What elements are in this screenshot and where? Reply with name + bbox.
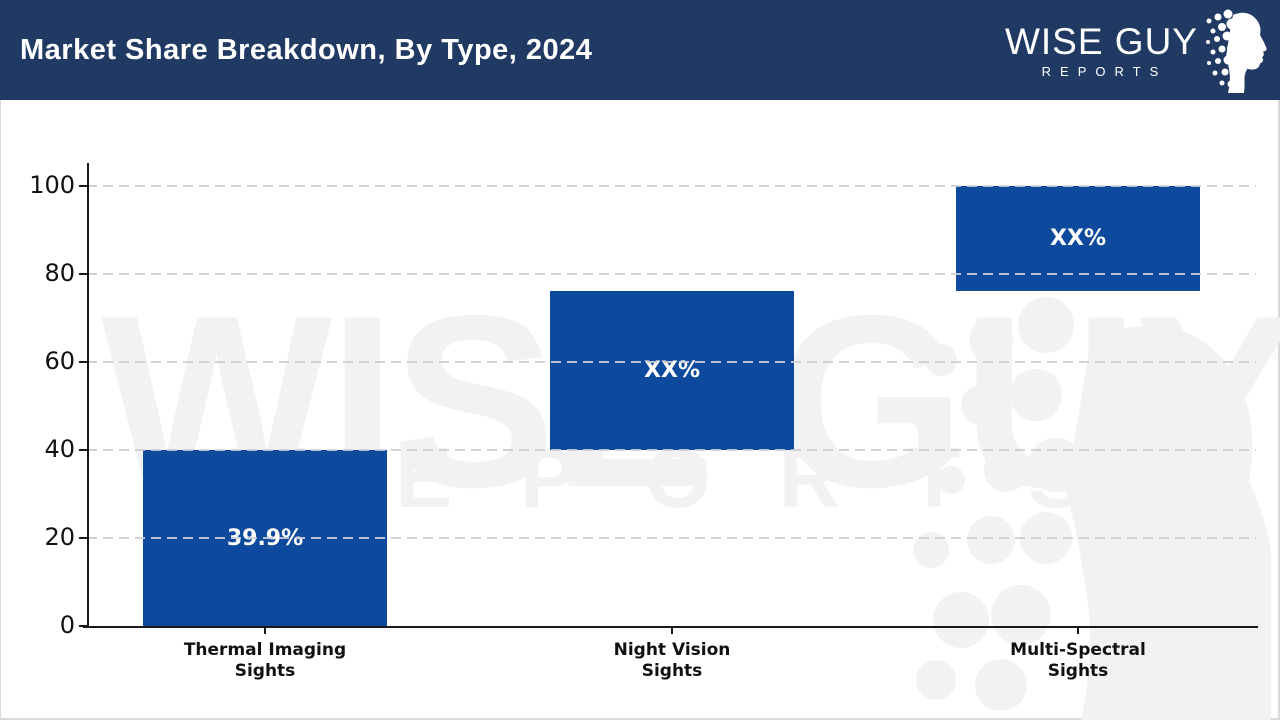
category-line2: Sights: [1047, 661, 1109, 681]
category-label: Multi-Spectral Sights: [948, 640, 1208, 682]
x-tick: [671, 628, 673, 634]
y-tick-label: 0: [59, 611, 75, 639]
y-tick: [79, 273, 87, 275]
category-line1: Night Vision: [613, 640, 731, 660]
bar-night-vision: XX%: [550, 291, 794, 451]
gridline-20: [87, 537, 1256, 539]
gridline-60: [87, 361, 1256, 363]
watermark-head-icon: [913, 297, 1271, 720]
category-label: Night Vision Sights: [542, 640, 802, 682]
logo-text: WISE GUY REPORTS: [1004, 20, 1198, 79]
category-label: Thermal Imaging Sights: [135, 640, 395, 682]
y-tick: [79, 185, 87, 187]
gridline-40: [87, 449, 1256, 451]
bar-multi-spectral: XX%: [956, 186, 1200, 292]
y-axis: [87, 163, 89, 628]
chart-canvas: WISE GUY REPORTS 0 20 40 60 80 100 39.9% XX% XX%…: [0, 100, 1280, 720]
head-profile-icon: [1206, 9, 1267, 93]
y-tick-label: 60: [44, 347, 75, 375]
y-tick-label: 20: [44, 523, 75, 551]
x-tick: [264, 628, 266, 634]
x-tick: [1077, 628, 1079, 634]
category-line1: Thermal Imaging: [183, 640, 347, 660]
y-tick: [79, 537, 87, 539]
category-line2: Sights: [641, 661, 703, 681]
y-tick-label: 80: [44, 259, 75, 287]
wise-guy-reports-logo: WISE GUY REPORTS: [1005, 6, 1268, 94]
x-axis: [83, 626, 1258, 628]
gridline-100: [87, 185, 1256, 187]
bar-value-label: XX%: [1050, 226, 1106, 252]
logo-wordmark: WISE GUY: [1004, 20, 1198, 62]
page-title: Market Share Breakdown, By Type, 2024: [20, 33, 593, 66]
category-line2: Sights: [234, 661, 296, 681]
category-line1: Multi-Spectral: [1010, 640, 1146, 660]
logo-subtext: REPORTS: [1041, 63, 1168, 79]
gridline-80: [87, 273, 1256, 275]
y-tick: [79, 449, 87, 451]
y-tick: [79, 361, 87, 363]
y-tick-label: 40: [44, 435, 75, 463]
y-tick-label: 100: [29, 171, 75, 199]
header-bar: Market Share Breakdown, By Type, 2024 WI…: [0, 0, 1280, 100]
